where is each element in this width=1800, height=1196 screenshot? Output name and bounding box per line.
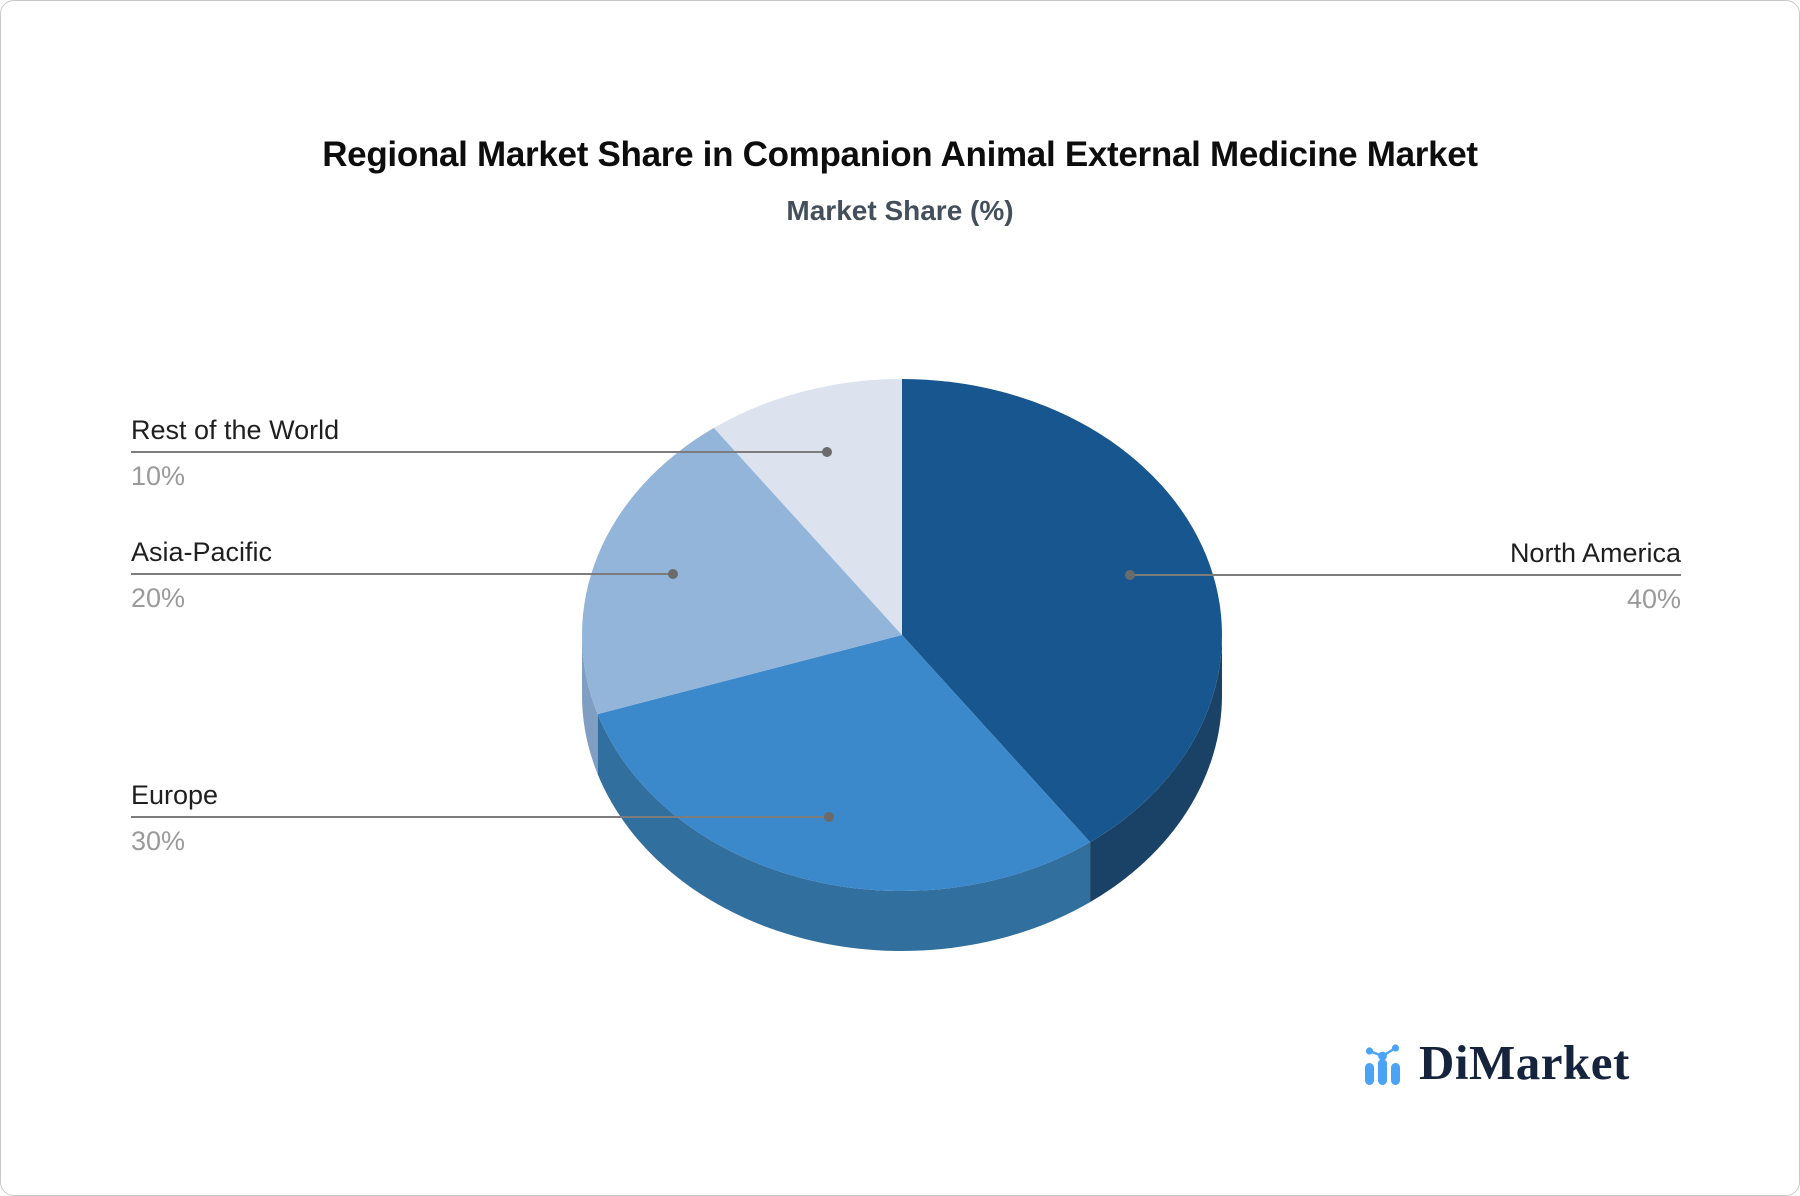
callout-value-rest-of-world: 10% — [131, 461, 186, 491]
brand-logo: DiMarket — [1361, 1037, 1630, 1089]
callout-value-north-america: 40% — [1626, 584, 1681, 614]
callout-label-asia-pacific: Asia-Pacific — [131, 537, 273, 567]
callout-dot-rest-of-the-world — [822, 447, 832, 457]
pie-slice-asia-pacific[interactable] — [581, 427, 902, 715]
callout-label-rest-of-world: Rest of the World — [131, 415, 340, 445]
chart-title: Regional Market Share in Companion Anima… — [322, 135, 1478, 174]
bar-line-chart-icon — [1365, 1044, 1400, 1085]
brand-logo-text: DiMarket — [1419, 1035, 1630, 1090]
pie-slice-rest-of-the-world[interactable] — [713, 379, 902, 635]
callout-value-europe: 30% — [131, 826, 186, 856]
pie-slice-north-america[interactable] — [902, 379, 1223, 843]
callout-label-europe: Europe — [131, 780, 219, 810]
callout-dot-europe — [824, 812, 834, 822]
pie-slice-side-asia-pacific — [582, 635, 598, 775]
callout-label-north-america: North America — [1509, 538, 1681, 568]
chart-subtitle: Market Share (%) — [786, 195, 1014, 226]
pie-slice-side-europe — [597, 714, 1091, 952]
pie-slice-side-north-america — [1090, 635, 1222, 903]
callout-dot-north-america — [1125, 570, 1135, 580]
pie-slice-europe[interactable] — [597, 635, 1091, 892]
callout-value-asia-pacific: 20% — [131, 583, 186, 613]
callout-dot-asia-pacific — [668, 569, 678, 579]
